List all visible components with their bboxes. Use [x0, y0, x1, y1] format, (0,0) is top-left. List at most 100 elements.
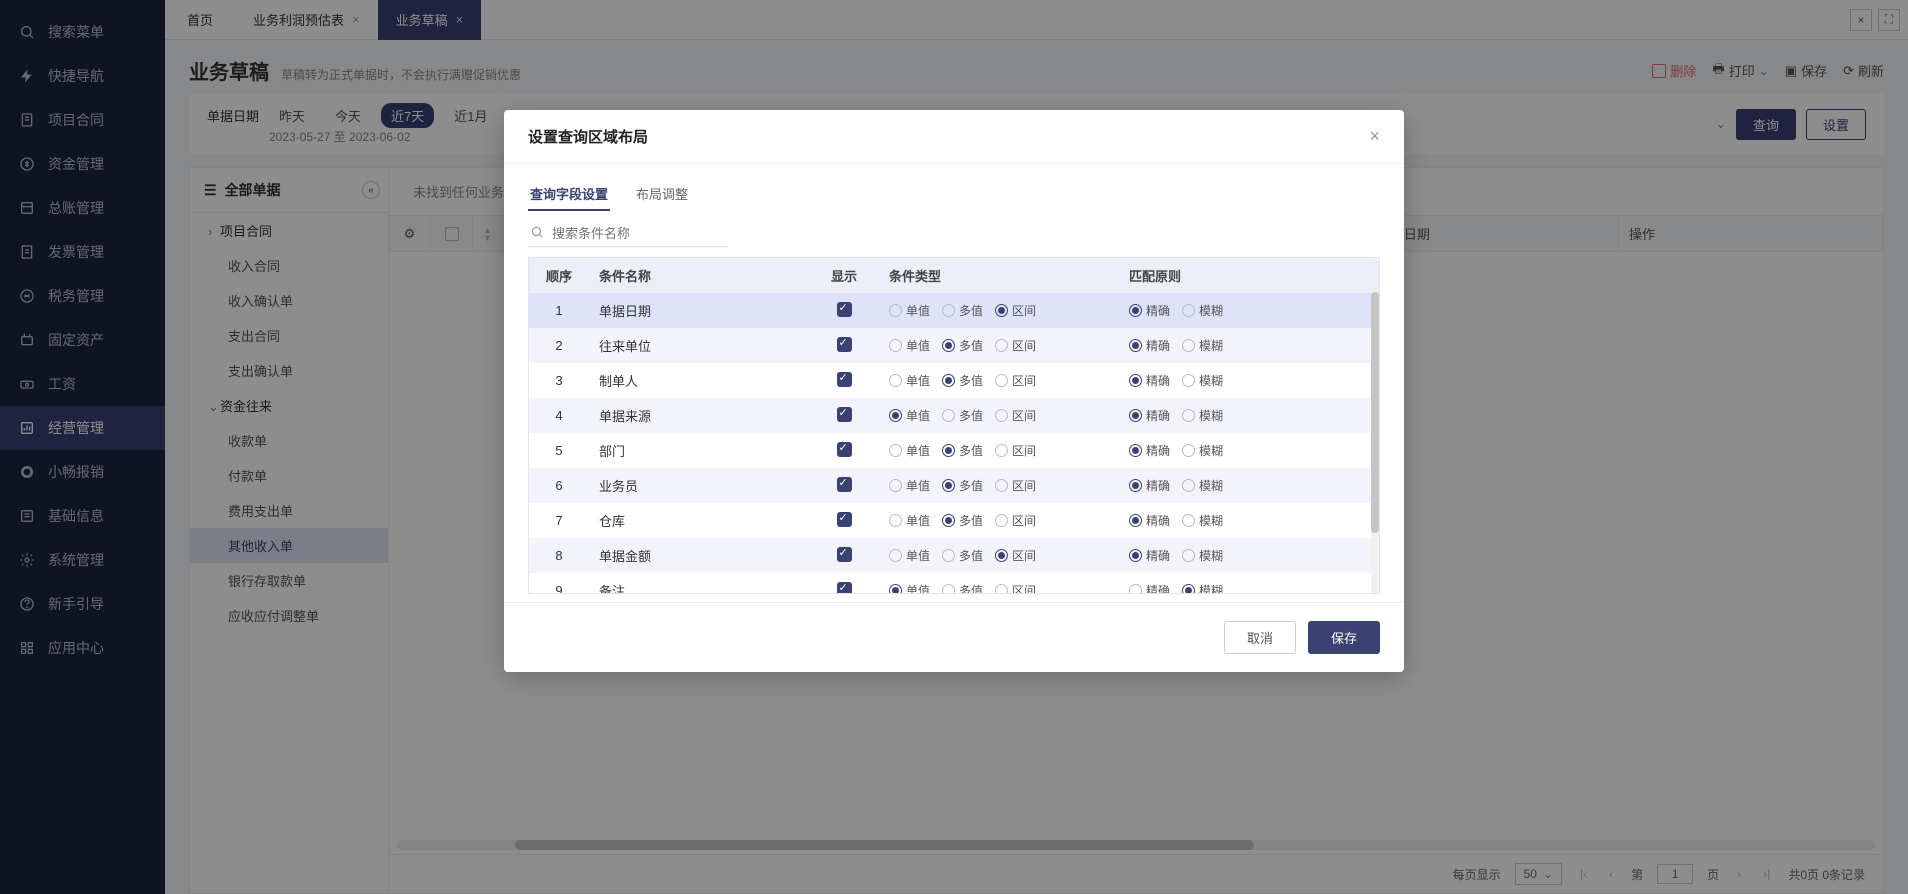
- col-show-head: 显示: [809, 258, 879, 293]
- match-radio[interactable]: 模糊: [1182, 442, 1223, 459]
- modal-search: [528, 221, 728, 247]
- modal-close-icon[interactable]: ×: [1369, 126, 1380, 147]
- row-name: 制单人: [589, 363, 809, 398]
- row-match: 精确模糊: [1119, 399, 1299, 432]
- type-radio[interactable]: 区间: [995, 442, 1036, 459]
- type-radio[interactable]: 单值: [889, 547, 930, 564]
- show-checkbox[interactable]: [837, 337, 852, 352]
- type-radio[interactable]: 多值: [942, 582, 983, 593]
- config-row: 6 业务员 单值多值区间 精确模糊: [529, 468, 1379, 503]
- match-radio[interactable]: 模糊: [1182, 372, 1223, 389]
- row-match: 精确模糊: [1119, 539, 1299, 572]
- type-radio[interactable]: 多值: [942, 512, 983, 529]
- radio-dot: [1182, 339, 1195, 352]
- search-input[interactable]: [552, 226, 728, 241]
- row-match: 精确模糊: [1119, 294, 1299, 327]
- show-checkbox[interactable]: [837, 442, 852, 457]
- match-radio[interactable]: 模糊: [1182, 582, 1223, 593]
- type-radio[interactable]: 多值: [942, 407, 983, 424]
- cancel-button[interactable]: 取消: [1224, 621, 1296, 654]
- type-radio[interactable]: 多值: [942, 337, 983, 354]
- radio-dot: [1182, 479, 1195, 492]
- type-radio[interactable]: 多值: [942, 372, 983, 389]
- modal-tab[interactable]: 查询字段设置: [528, 178, 610, 211]
- type-radio[interactable]: 区间: [995, 302, 1036, 319]
- modal-mask[interactable]: 设置查询区域布局 × 查询字段设置布局调整 顺序 条件名称 显示 条件类型 匹配…: [0, 0, 1908, 894]
- type-radio[interactable]: 单值: [889, 442, 930, 459]
- type-radio[interactable]: 单值: [889, 512, 930, 529]
- type-radio[interactable]: 多值: [942, 477, 983, 494]
- type-radio[interactable]: 多值: [942, 547, 983, 564]
- show-checkbox[interactable]: [837, 582, 852, 594]
- config-scrollbar-thumb[interactable]: [1371, 292, 1379, 533]
- type-radio[interactable]: 区间: [995, 477, 1036, 494]
- row-type: 单值多值区间: [879, 329, 1119, 362]
- show-checkbox[interactable]: [837, 477, 852, 492]
- type-radio[interactable]: 区间: [995, 337, 1036, 354]
- row-match: 精确模糊: [1119, 364, 1299, 397]
- match-radio[interactable]: 模糊: [1182, 337, 1223, 354]
- type-radio[interactable]: 单值: [889, 337, 930, 354]
- row-type: 单值多值区间: [879, 364, 1119, 397]
- show-checkbox[interactable]: [837, 547, 852, 562]
- match-radio[interactable]: 精确: [1129, 547, 1170, 564]
- match-radio[interactable]: 精确: [1129, 407, 1170, 424]
- show-checkbox[interactable]: [837, 302, 852, 317]
- config-row: 2 往来单位 单值多值区间 精确模糊: [529, 328, 1379, 363]
- match-radio[interactable]: 精确: [1129, 302, 1170, 319]
- row-show: [809, 504, 879, 538]
- row-index: 6: [529, 470, 589, 501]
- radio-dot: [995, 374, 1008, 387]
- row-type: 单值多值区间: [879, 294, 1119, 327]
- match-radio[interactable]: 模糊: [1182, 477, 1223, 494]
- type-radio[interactable]: 区间: [995, 547, 1036, 564]
- type-radio[interactable]: 区间: [995, 372, 1036, 389]
- type-radio[interactable]: 区间: [995, 407, 1036, 424]
- row-name: 单据日期: [589, 293, 809, 328]
- radio-dot: [942, 374, 955, 387]
- search-icon: [530, 225, 544, 242]
- type-radio[interactable]: 单值: [889, 372, 930, 389]
- match-radio[interactable]: 模糊: [1182, 547, 1223, 564]
- match-radio[interactable]: 模糊: [1182, 302, 1223, 319]
- config-scrollbar[interactable]: [1371, 292, 1379, 593]
- settings-modal: 设置查询区域布局 × 查询字段设置布局调整 顺序 条件名称 显示 条件类型 匹配…: [504, 110, 1404, 672]
- type-radio[interactable]: 多值: [942, 302, 983, 319]
- match-radio[interactable]: 模糊: [1182, 512, 1223, 529]
- config-row: 8 单据金额 单值多值区间 精确模糊: [529, 538, 1379, 573]
- modal-tab[interactable]: 布局调整: [634, 178, 690, 211]
- type-radio[interactable]: 单值: [889, 302, 930, 319]
- config-row: 4 单据来源 单值多值区间 精确模糊: [529, 398, 1379, 433]
- match-radio[interactable]: 精确: [1129, 337, 1170, 354]
- show-checkbox[interactable]: [837, 407, 852, 422]
- type-radio[interactable]: 单值: [889, 407, 930, 424]
- match-radio[interactable]: 精确: [1129, 372, 1170, 389]
- row-name: 仓库: [589, 503, 809, 538]
- radio-dot: [889, 584, 902, 593]
- row-type: 单值多值区间: [879, 434, 1119, 467]
- show-checkbox[interactable]: [837, 372, 852, 387]
- row-index: 8: [529, 540, 589, 571]
- match-radio[interactable]: 精确: [1129, 512, 1170, 529]
- type-radio[interactable]: 单值: [889, 477, 930, 494]
- row-type: 单值多值区间: [879, 539, 1119, 572]
- save-button[interactable]: 保存: [1308, 621, 1380, 654]
- match-radio[interactable]: 模糊: [1182, 407, 1223, 424]
- type-radio[interactable]: 多值: [942, 442, 983, 459]
- col-idx-head: 顺序: [529, 258, 589, 293]
- match-radio[interactable]: 精确: [1129, 442, 1170, 459]
- type-radio[interactable]: 区间: [995, 582, 1036, 593]
- row-name: 业务员: [589, 468, 809, 503]
- row-show: [809, 399, 879, 433]
- row-index: 1: [529, 295, 589, 326]
- radio-dot: [942, 409, 955, 422]
- type-radio[interactable]: 区间: [995, 512, 1036, 529]
- match-radio[interactable]: 精确: [1129, 582, 1170, 593]
- match-radio[interactable]: 精确: [1129, 477, 1170, 494]
- radio-dot: [1129, 444, 1142, 457]
- show-checkbox[interactable]: [837, 512, 852, 527]
- row-show: [809, 364, 879, 398]
- config-rows: 1 单据日期 单值多值区间 精确模糊 2 往来单位 单值多值区间 精确模糊 3 …: [529, 293, 1379, 593]
- type-radio[interactable]: 单值: [889, 582, 930, 593]
- radio-dot: [1129, 549, 1142, 562]
